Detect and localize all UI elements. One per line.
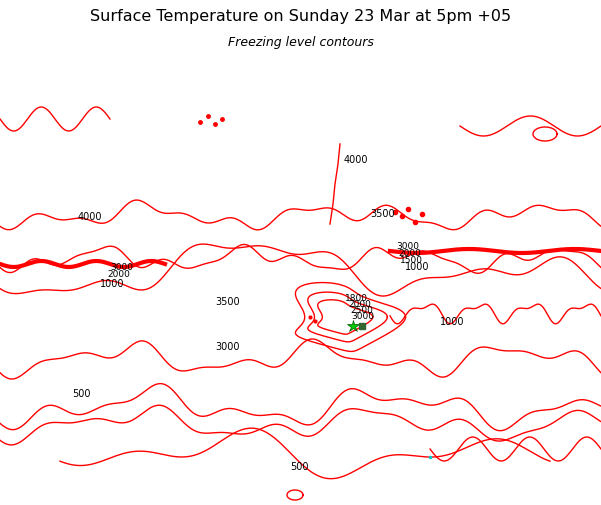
Text: 500: 500 xyxy=(72,388,91,398)
Text: 2000: 2000 xyxy=(348,299,371,309)
Text: 1000: 1000 xyxy=(405,262,430,272)
Text: 1500: 1500 xyxy=(400,256,423,265)
Text: 3000: 3000 xyxy=(110,263,133,272)
Text: Freezing level contours: Freezing level contours xyxy=(228,36,373,49)
Text: 1000: 1000 xyxy=(100,278,124,288)
Text: 2000: 2000 xyxy=(107,270,130,278)
Text: 4000: 4000 xyxy=(78,212,103,222)
Text: 3000: 3000 xyxy=(396,241,419,250)
Text: 1800: 1800 xyxy=(345,293,368,302)
Text: 1000: 1000 xyxy=(440,316,465,326)
Text: 500: 500 xyxy=(290,461,308,471)
Text: 2000: 2000 xyxy=(398,248,421,258)
Text: 3500: 3500 xyxy=(215,296,240,307)
Text: 4000: 4000 xyxy=(344,155,368,165)
Text: Surface Temperature on Sunday 23 Mar at 5pm +05: Surface Temperature on Sunday 23 Mar at … xyxy=(90,9,511,24)
Text: 2500: 2500 xyxy=(350,306,373,315)
Text: 3000: 3000 xyxy=(351,312,374,320)
Text: 3000: 3000 xyxy=(215,341,240,351)
Text: 3500: 3500 xyxy=(370,209,395,219)
